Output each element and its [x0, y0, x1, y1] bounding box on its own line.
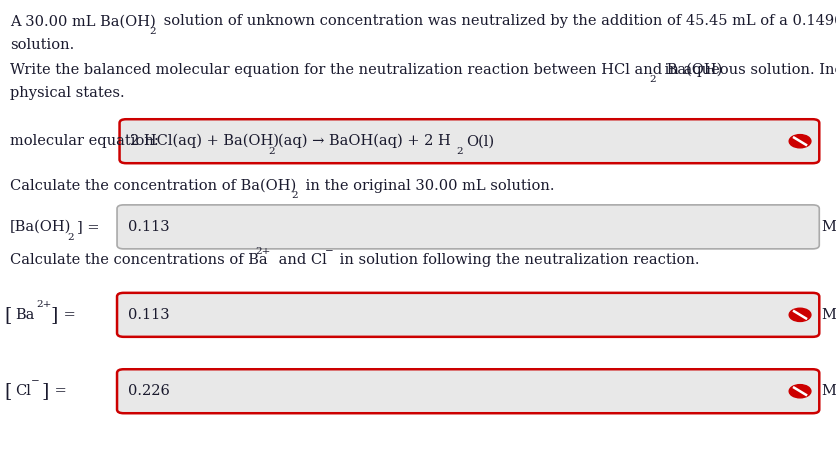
Ellipse shape: [789, 135, 811, 148]
Text: ]: ]: [51, 306, 59, 324]
Text: 0.113: 0.113: [128, 308, 170, 322]
Text: in solution following the neutralization reaction.: in solution following the neutralization…: [334, 253, 700, 267]
Text: in the original 30.00 mL solution.: in the original 30.00 mL solution.: [301, 179, 554, 193]
Ellipse shape: [789, 308, 811, 321]
FancyBboxPatch shape: [117, 205, 819, 249]
Text: ]: ]: [42, 382, 49, 400]
Text: Cl: Cl: [15, 384, 31, 398]
FancyBboxPatch shape: [117, 293, 819, 337]
Text: A 30.00 mL Ba(OH): A 30.00 mL Ba(OH): [10, 14, 155, 28]
Text: 2: 2: [291, 191, 298, 200]
Text: [: [: [4, 306, 12, 324]
Text: 0.113: 0.113: [128, 220, 170, 234]
Text: =: =: [59, 308, 76, 322]
Text: molecular equation:: molecular equation:: [10, 134, 163, 148]
Text: in aqueous solution. Include: in aqueous solution. Include: [660, 63, 836, 77]
Text: 2: 2: [650, 75, 656, 84]
Text: ] =: ] =: [77, 220, 99, 234]
Text: M: M: [822, 308, 836, 322]
Text: (aq) → BaOH(aq) + 2 H: (aq) → BaOH(aq) + 2 H: [278, 134, 451, 149]
Text: Calculate the concentration of Ba(OH): Calculate the concentration of Ba(OH): [10, 179, 296, 193]
Text: =: =: [50, 384, 67, 398]
Text: 2: 2: [456, 147, 463, 156]
Text: M: M: [822, 384, 836, 398]
Text: Write the balanced molecular equation for the neutralization reaction between HC: Write the balanced molecular equation fo…: [10, 63, 722, 77]
Text: O(l): O(l): [466, 134, 494, 148]
Text: Ba: Ba: [15, 308, 34, 322]
FancyBboxPatch shape: [120, 119, 819, 163]
Text: 2+: 2+: [256, 247, 271, 256]
Text: −: −: [31, 376, 39, 386]
Text: [Ba(OH): [Ba(OH): [10, 220, 71, 234]
Ellipse shape: [789, 385, 811, 398]
Text: 0.226: 0.226: [128, 384, 170, 398]
FancyBboxPatch shape: [117, 369, 819, 413]
Text: physical states.: physical states.: [10, 86, 125, 100]
Text: 2: 2: [67, 232, 74, 242]
Text: 2: 2: [269, 147, 275, 156]
Text: 2+: 2+: [36, 300, 51, 309]
Text: 2 HCl(aq) + Ba(OH): 2 HCl(aq) + Ba(OH): [130, 134, 279, 149]
Text: M: M: [822, 220, 836, 234]
Text: solution of unknown concentration was neutralized by the addition of 45.45 mL of: solution of unknown concentration was ne…: [160, 14, 836, 28]
Text: Calculate the concentrations of Ba: Calculate the concentrations of Ba: [10, 253, 268, 267]
Text: 2: 2: [150, 27, 155, 36]
Text: [: [: [4, 382, 12, 400]
Text: solution.: solution.: [10, 38, 74, 51]
Text: and Cl: and Cl: [274, 253, 327, 267]
Text: −: −: [324, 247, 334, 256]
